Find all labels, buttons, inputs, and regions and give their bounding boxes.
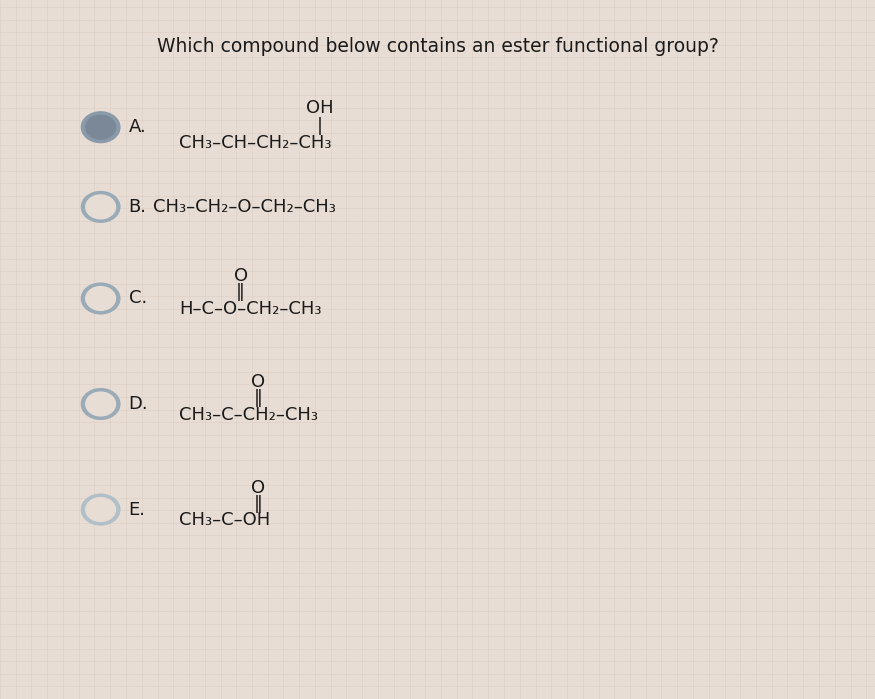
Text: O: O <box>234 267 248 285</box>
Text: A.: A. <box>129 118 146 136</box>
Text: D.: D. <box>129 395 148 413</box>
Text: CH₃–C–OH: CH₃–C–OH <box>179 511 270 529</box>
Text: |: | <box>317 117 322 135</box>
Circle shape <box>86 195 116 219</box>
Circle shape <box>81 389 120 419</box>
Text: O: O <box>251 373 265 391</box>
Text: CH₃–C–CH₂–CH₃: CH₃–C–CH₂–CH₃ <box>179 405 318 424</box>
Text: C.: C. <box>129 289 147 308</box>
Circle shape <box>86 287 116 310</box>
Circle shape <box>81 112 120 143</box>
Circle shape <box>81 494 120 525</box>
Text: H–C–O–CH₂–CH₃: H–C–O–CH₂–CH₃ <box>179 300 322 318</box>
Text: CH₃–CH₂–O–CH₂–CH₃: CH₃–CH₂–O–CH₂–CH₃ <box>153 198 336 216</box>
Circle shape <box>81 192 120 222</box>
Text: OH: OH <box>305 99 333 117</box>
Text: ‖: ‖ <box>254 389 262 408</box>
Text: B.: B. <box>129 198 147 216</box>
Circle shape <box>81 283 120 314</box>
Circle shape <box>86 392 116 416</box>
Circle shape <box>86 498 116 521</box>
Text: E.: E. <box>129 500 145 519</box>
Text: ‖: ‖ <box>254 495 262 513</box>
Text: CH₃–CH–CH₂–CH₃: CH₃–CH–CH₂–CH₃ <box>179 134 332 152</box>
Text: O: O <box>251 479 265 497</box>
Circle shape <box>86 115 116 139</box>
Text: ‖: ‖ <box>236 283 245 301</box>
Text: Which compound below contains an ester functional group?: Which compound below contains an ester f… <box>157 37 718 57</box>
